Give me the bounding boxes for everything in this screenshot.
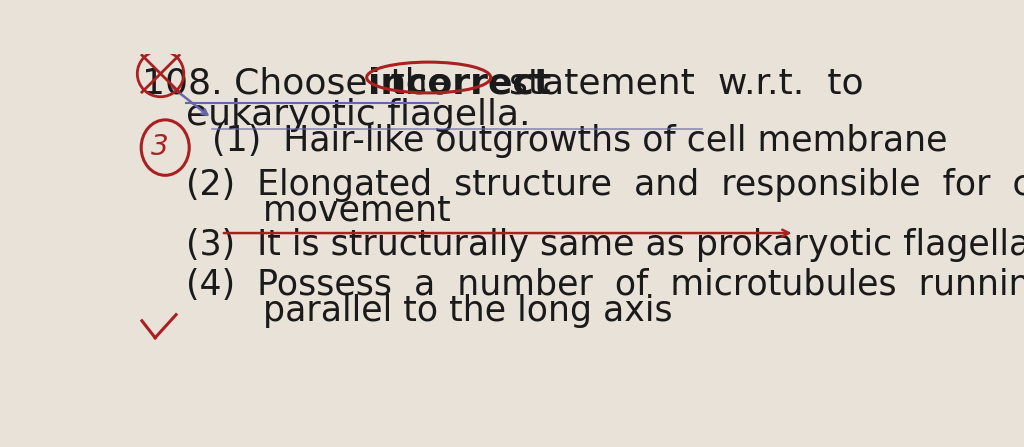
- Text: parallel to the long axis: parallel to the long axis: [186, 294, 673, 328]
- Text: 108. Choose  the: 108. Choose the: [142, 67, 473, 101]
- Text: incorrect: incorrect: [369, 67, 552, 101]
- Text: (1)  Hair-like outgrowths of cell membrane: (1) Hair-like outgrowths of cell membran…: [212, 124, 947, 159]
- Text: statement  w.r.t.  to: statement w.r.t. to: [486, 67, 863, 101]
- Text: eukaryotic flagella.: eukaryotic flagella.: [186, 97, 530, 131]
- Text: (2)  Elongated  structure  and  responsible  for  cell: (2) Elongated structure and responsible …: [186, 169, 1024, 202]
- Text: (3)  It is structurally same as prokaryotic flagella: (3) It is structurally same as prokaryot…: [186, 228, 1024, 262]
- Text: 3: 3: [151, 133, 169, 161]
- Text: movement: movement: [186, 194, 451, 228]
- Text: (4)  Possess  a  number  of  microtubules  running: (4) Possess a number of microtubules run…: [186, 269, 1024, 303]
